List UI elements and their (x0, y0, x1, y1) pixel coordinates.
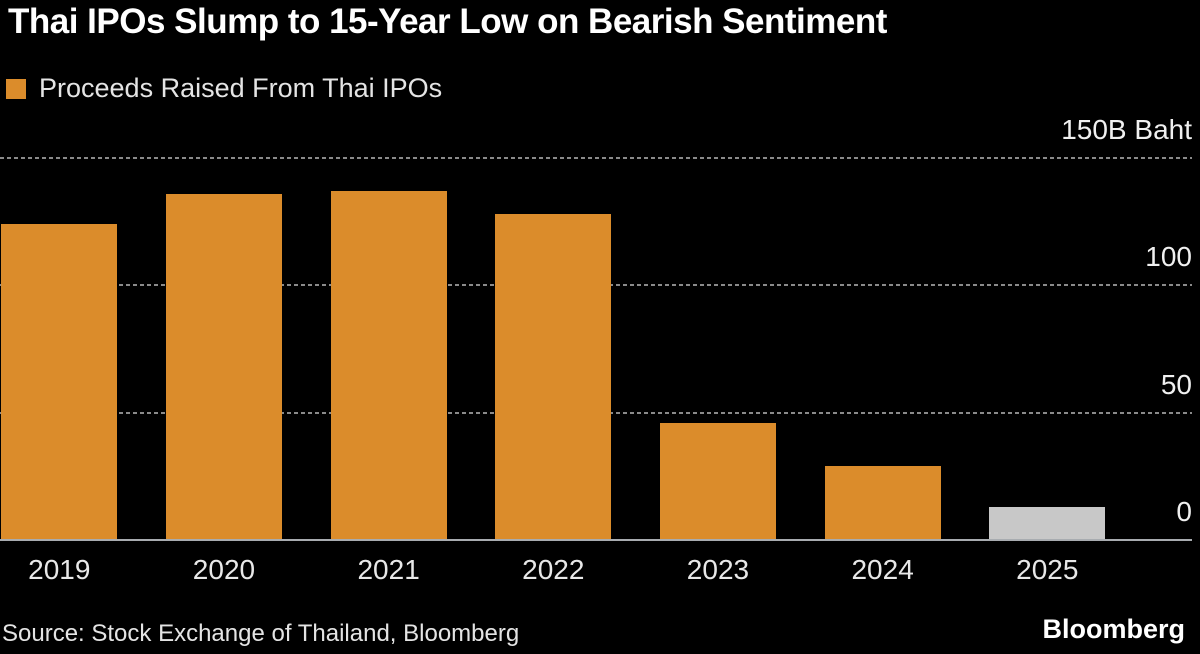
bar-2021 (331, 191, 447, 540)
x-axis-baseline (0, 539, 1192, 541)
xtick-label-2023: 2023 (686, 554, 750, 585)
xtick-label-2025: 2025 (1016, 554, 1079, 585)
ytick-label-150: 150B Baht (1061, 114, 1192, 145)
legend-label: Proceeds Raised From Thai IPOs (39, 73, 443, 103)
bar-2024 (825, 466, 941, 540)
bloomberg-logo: Bloomberg (1042, 614, 1185, 644)
xtick-label-2021: 2021 (357, 554, 420, 585)
xtick-label-2024: 2024 (851, 554, 914, 585)
legend-swatch-icon (6, 78, 26, 99)
xtick-label-2019: 2019 (28, 554, 91, 585)
source-text: Source: Stock Exchange of Thailand, Bloo… (2, 620, 520, 647)
ytick-label-50: 50 (1160, 368, 1192, 400)
gridline-150 (0, 157, 1192, 159)
xtick-label-2020: 2020 (192, 554, 256, 585)
legend: Proceeds Raised From Thai IPOs (6, 73, 442, 104)
chart-title: Thai IPOs Slump to 15-Year Low on Bearis… (8, 2, 887, 41)
bar-2023 (660, 423, 776, 540)
bar-2022 (495, 214, 611, 540)
ytick-label-0: 0 (1176, 496, 1192, 527)
bar-2020 (166, 194, 282, 540)
xtick-label-2022: 2022 (522, 554, 585, 585)
bar-2019 (1, 224, 117, 540)
bar-2025 (989, 507, 1105, 540)
ytick-label-100: 100 (1145, 241, 1192, 273)
